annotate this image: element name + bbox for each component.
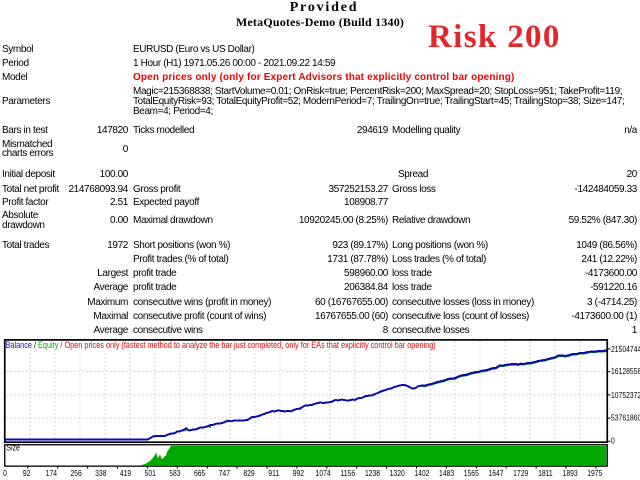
svg-text:911: 911	[268, 468, 279, 478]
svg-text:1074: 1074	[316, 468, 332, 478]
svg-text:92: 92	[23, 468, 31, 478]
svg-text:1156: 1156	[340, 468, 355, 478]
svg-text:161285580: 161285580	[611, 366, 640, 376]
svg-text:256: 256	[70, 468, 81, 478]
svg-text:0: 0	[611, 436, 615, 446]
svg-text:53761860: 53761860	[611, 413, 640, 423]
svg-text:1483: 1483	[439, 468, 454, 478]
svg-text:501: 501	[145, 468, 156, 478]
svg-text:829: 829	[243, 468, 254, 478]
svg-text:1893: 1893	[563, 468, 578, 478]
svg-text:1565: 1565	[464, 468, 479, 478]
svg-text:215047440: 215047440	[611, 344, 640, 354]
svg-text:747: 747	[219, 468, 230, 478]
svg-text:1238: 1238	[365, 468, 380, 478]
svg-text:665: 665	[194, 468, 205, 478]
svg-text:174: 174	[46, 468, 58, 478]
svg-text:Balance / Equity / Open prices: Balance / Equity / Open prices only (fas…	[6, 341, 436, 351]
svg-text:0: 0	[3, 468, 7, 478]
svg-text:1729: 1729	[513, 468, 528, 478]
svg-text:992: 992	[293, 468, 304, 478]
svg-text:419: 419	[120, 468, 131, 478]
svg-text:338: 338	[95, 468, 106, 478]
svg-text:Size: Size	[6, 443, 20, 453]
svg-text:1320: 1320	[390, 468, 405, 478]
svg-text:107523720: 107523720	[611, 390, 640, 400]
svg-text:583: 583	[169, 468, 180, 478]
svg-text:1975: 1975	[587, 468, 602, 478]
svg-text:1647: 1647	[488, 468, 503, 478]
svg-text:1402: 1402	[414, 468, 429, 478]
svg-text:1811: 1811	[538, 468, 553, 478]
